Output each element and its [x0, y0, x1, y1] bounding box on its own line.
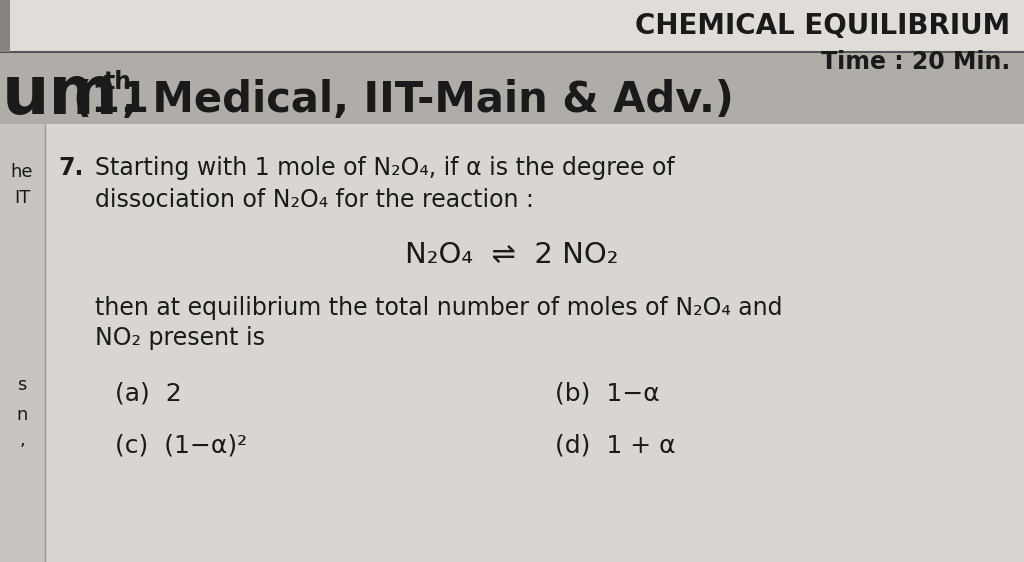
FancyBboxPatch shape: [0, 0, 1024, 52]
Text: (c)  (1−α)²: (c) (1−α)²: [115, 433, 247, 457]
Text: then at equilibrium the total number of moles of N₂O₄ and: then at equilibrium the total number of …: [95, 296, 782, 320]
Text: (b)  1−α: (b) 1−α: [555, 381, 659, 405]
Text: Time : 20 Min.: Time : 20 Min.: [821, 50, 1010, 74]
FancyBboxPatch shape: [0, 52, 1024, 124]
Text: 7.: 7.: [58, 156, 83, 180]
Text: , Medical, IIT-Main & Adv.): , Medical, IIT-Main & Adv.): [122, 79, 734, 121]
Text: IT: IT: [13, 189, 30, 207]
Text: Starting with 1 mole of N₂O₄, if α is the degree of: Starting with 1 mole of N₂O₄, if α is th…: [95, 156, 675, 180]
Text: (11: (11: [72, 79, 150, 121]
Text: (d)  1 + α: (d) 1 + α: [555, 433, 676, 457]
Text: ,: ,: [19, 431, 25, 449]
Text: dissociation of N₂O₄ for the reaction :: dissociation of N₂O₄ for the reaction :: [95, 188, 534, 212]
FancyBboxPatch shape: [0, 124, 1024, 562]
Text: th: th: [104, 70, 132, 94]
FancyBboxPatch shape: [0, 0, 10, 52]
Text: um: um: [2, 62, 119, 128]
Text: he: he: [10, 163, 33, 181]
Text: N₂O₄  ⇌  2 NO₂: N₂O₄ ⇌ 2 NO₂: [406, 241, 618, 269]
Text: (a)  2: (a) 2: [115, 381, 181, 405]
FancyBboxPatch shape: [0, 124, 45, 562]
Text: s: s: [17, 376, 27, 394]
Text: n: n: [16, 406, 28, 424]
Text: NO₂ present is: NO₂ present is: [95, 326, 265, 350]
Text: CHEMICAL EQUILIBRIUM: CHEMICAL EQUILIBRIUM: [635, 12, 1010, 40]
